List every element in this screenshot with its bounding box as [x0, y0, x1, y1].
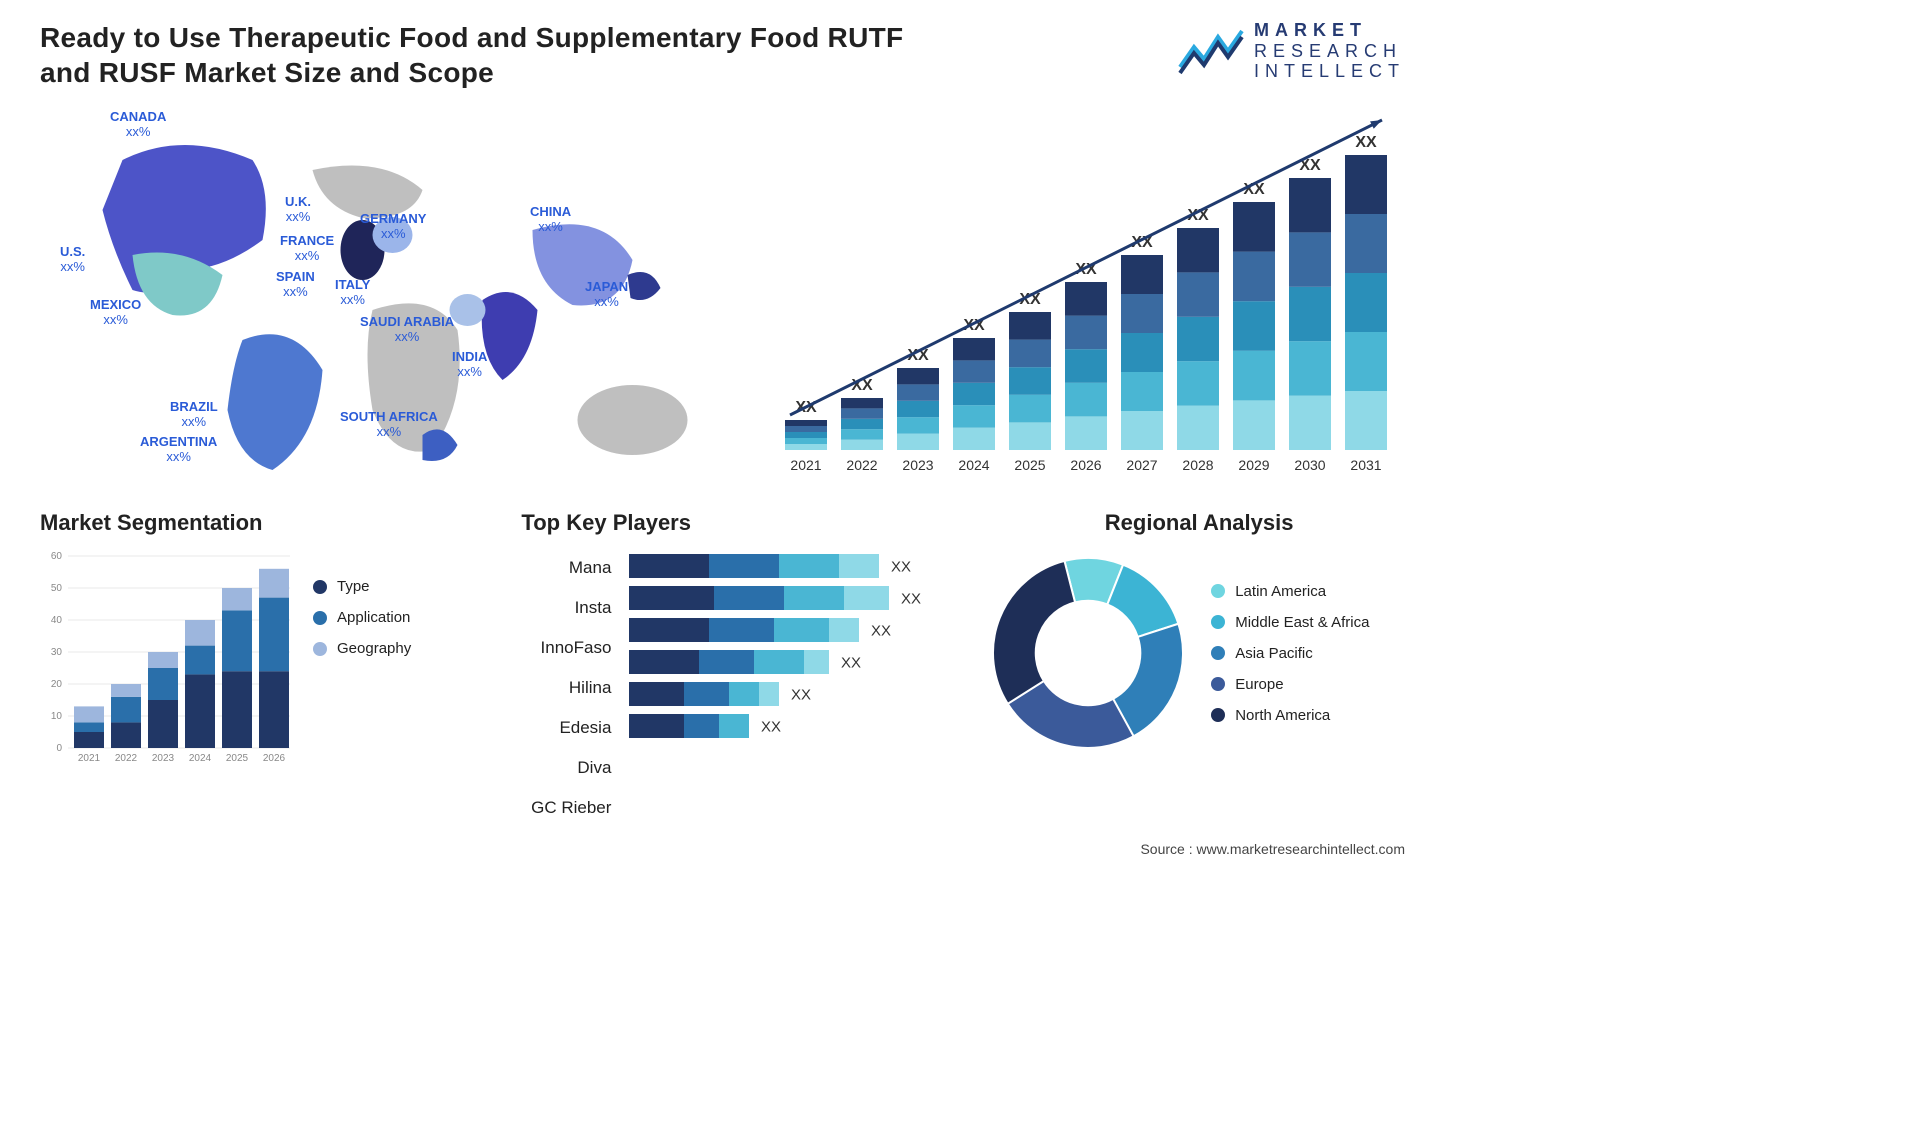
svg-text:50: 50 — [51, 583, 63, 594]
growth-bar-panel: XX2021XX2022XX2023XX2024XX2025XX2026XX20… — [775, 100, 1415, 480]
map-label: CANADAxx% — [110, 110, 166, 140]
svg-text:0: 0 — [56, 743, 62, 754]
map-label: JAPANxx% — [585, 280, 628, 310]
svg-text:2030: 2030 — [1294, 457, 1325, 473]
svg-text:XX: XX — [841, 654, 861, 671]
map-label: U.K.xx% — [285, 195, 311, 225]
player-name: GC Rieber — [531, 792, 611, 824]
legend-item: Geography — [313, 640, 411, 657]
legend-item: Europe — [1211, 676, 1369, 693]
logo-text-3: INTELLECT — [1254, 61, 1405, 82]
map-label: SPAINxx% — [276, 270, 315, 300]
segmentation-title: Market Segmentation — [40, 510, 491, 536]
svg-text:2027: 2027 — [1126, 457, 1157, 473]
segmentation-section: Market Segmentation 0 10 20 30 40 50 60 2021 202… — [40, 510, 491, 824]
logo-text-1: MARKET — [1254, 20, 1405, 41]
svg-text:XX: XX — [761, 718, 781, 735]
svg-text:40: 40 — [51, 615, 63, 626]
map-label: SAUDI ARABIAxx% — [360, 315, 454, 345]
svg-text:2026: 2026 — [263, 753, 286, 764]
regional-title: Regional Analysis — [983, 510, 1415, 536]
svg-text:2028: 2028 — [1182, 457, 1213, 473]
map-label: CHINAxx% — [530, 205, 571, 235]
svg-text:2022: 2022 — [115, 753, 138, 764]
logo-mark-icon — [1178, 27, 1244, 75]
player-name: Insta — [575, 592, 612, 624]
svg-text:2025: 2025 — [1014, 457, 1045, 473]
world-map-panel: CANADAxx% U.S.xx%MEXICOxx% BRAZILxx% ARGENT… — [40, 100, 735, 500]
regional-section: Regional Analysis Latin America Middle Ea… — [983, 510, 1415, 824]
page-title: Ready to Use Therapeutic Food and Supple… — [40, 20, 940, 90]
svg-text:XX: XX — [791, 686, 811, 703]
map-label: BRAZILxx% — [170, 400, 218, 430]
map-label: ARGENTINAxx% — [140, 435, 217, 465]
logo-text-2: RESEARCH — [1254, 41, 1405, 62]
svg-text:10: 10 — [51, 711, 63, 722]
svg-text:2029: 2029 — [1238, 457, 1269, 473]
map-label: MEXICOxx% — [90, 298, 141, 328]
svg-text:2026: 2026 — [1070, 457, 1101, 473]
svg-text:2021: 2021 — [78, 753, 101, 764]
player-name: Hilina — [569, 672, 612, 704]
map-label: GERMANYxx% — [360, 212, 426, 242]
legend-item: Asia Pacific — [1211, 645, 1369, 662]
map-label: FRANCExx% — [280, 234, 334, 264]
svg-text:20: 20 — [51, 679, 63, 690]
player-name: Mana — [569, 552, 612, 584]
svg-text:XX: XX — [1355, 134, 1377, 151]
players-title: Top Key Players — [521, 510, 953, 536]
svg-text:2025: 2025 — [226, 753, 249, 764]
svg-text:2022: 2022 — [846, 457, 877, 473]
player-name: Diva — [577, 752, 611, 784]
svg-text:XX: XX — [901, 590, 921, 607]
regional-donut-chart — [983, 548, 1193, 758]
map-label: ITALYxx% — [335, 278, 370, 308]
svg-text:2023: 2023 — [152, 753, 175, 764]
legend-item: Latin America — [1211, 583, 1369, 600]
player-name: InnoFaso — [541, 632, 612, 664]
svg-text:60: 60 — [51, 551, 63, 562]
players-name-list: Mana Insta InnoFaso Hilina Edesia Diva GC Rieb… — [521, 548, 611, 824]
svg-text:XX: XX — [871, 622, 891, 639]
player-name: Edesia — [559, 712, 611, 744]
svg-text:2031: 2031 — [1350, 457, 1381, 473]
svg-text:2021: 2021 — [790, 457, 821, 473]
legend-item: Application — [313, 609, 411, 626]
map-label: SOUTH AFRICAxx% — [340, 410, 438, 440]
svg-text:2023: 2023 — [902, 457, 933, 473]
map-label: U.S.xx% — [60, 245, 85, 275]
map-label: INDIAxx% — [452, 350, 487, 380]
players-bars: XX XX XX XX XX XX — [629, 548, 953, 773]
svg-text:XX: XX — [891, 558, 911, 575]
regional-legend: Latin America Middle East & Africa Asia Pa… — [1211, 583, 1369, 724]
growth-chart: XX2021XX2022XX2023XX2024XX2025XX2026XX20… — [775, 100, 1415, 480]
segmentation-legend: Type Application Geography — [313, 548, 411, 768]
legend-item: North America — [1211, 707, 1369, 724]
legend-item: Type — [313, 578, 411, 595]
players-section: Top Key Players Mana Insta InnoFaso Hilina E… — [521, 510, 953, 824]
svg-text:30: 30 — [51, 647, 63, 658]
brand-logo: MARKET RESEARCH INTELLECT — [1178, 20, 1405, 82]
segmentation-chart: 0 10 20 30 40 50 60 2021 2022 2023 2024 2025 2026 — [40, 548, 295, 768]
legend-item: Middle East & Africa — [1211, 614, 1369, 631]
source-attribution: Source : www.marketresearchintellect.com — [1140, 841, 1405, 857]
svg-text:2024: 2024 — [958, 457, 989, 473]
svg-text:2024: 2024 — [189, 753, 212, 764]
